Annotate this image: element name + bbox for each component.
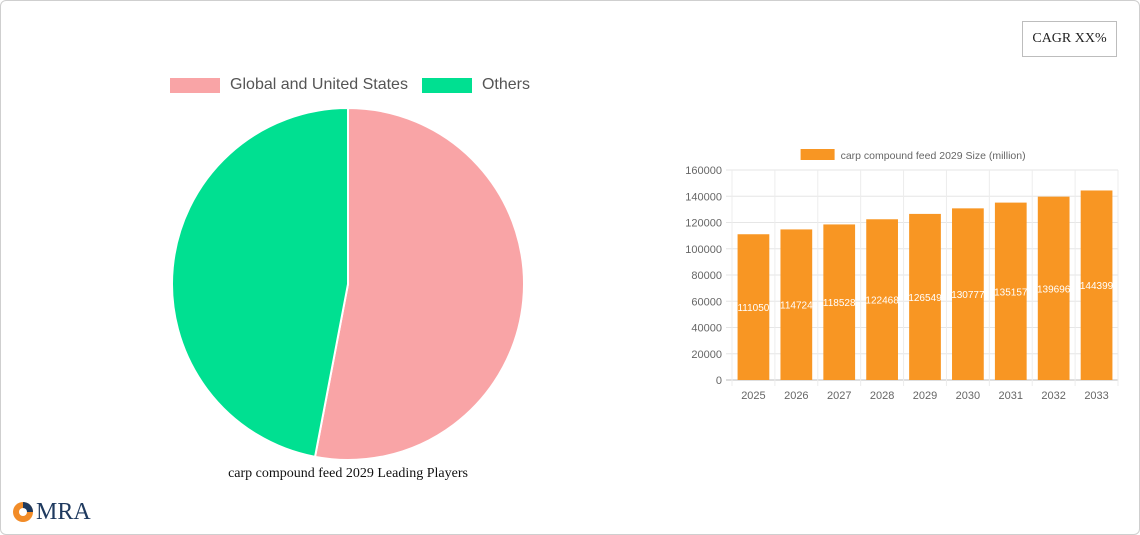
y-tick-label-1: 20000 — [691, 349, 722, 361]
pie-chart-title: carp compound feed 2029 Leading Players — [228, 466, 468, 481]
bar-data-label-2027: 118528 — [823, 298, 856, 309]
bar-2025[interactable] — [737, 234, 770, 380]
pie-legend-item-1[interactable]: Others — [421, 76, 530, 94]
x-tick-label-2029: 2029 — [913, 390, 937, 402]
y-tick-label-4: 80000 — [691, 270, 722, 282]
bar-data-label-2033: 144399 — [1080, 281, 1114, 292]
pie-legend-label-1: Others — [481, 76, 530, 93]
pie-chart — [171, 106, 525, 461]
pie-legend: Global and United States Others — [160, 74, 540, 96]
logo-icon — [13, 502, 33, 522]
cagr-badge: CAGR XX% — [1022, 21, 1117, 57]
bar-2031[interactable] — [994, 202, 1027, 380]
bar-data-label-2032: 139696 — [1037, 284, 1071, 295]
x-tick-label-2025: 2025 — [741, 390, 765, 402]
y-tick-label-5: 100000 — [685, 244, 722, 256]
pie-slice-1[interactable] — [171, 106, 349, 459]
pie-legend-label-0: Global and United States — [230, 76, 408, 93]
pie-legend-swatch-0 — [170, 77, 221, 93]
bar-2032[interactable] — [1037, 196, 1070, 380]
bar-data-label-2031: 135157 — [994, 287, 1028, 298]
cagr-label: CAGR XX% — [1032, 31, 1107, 46]
bar-2027[interactable] — [823, 224, 856, 380]
y-tick-label-8: 160000 — [685, 165, 722, 177]
x-tick-label-2031: 2031 — [999, 390, 1023, 402]
brand-logo: MRA — [12, 500, 91, 524]
bar-data-label-2029: 126549 — [908, 293, 942, 304]
bar-legend-swatch — [800, 149, 835, 160]
logo-text: MRA — [36, 499, 91, 525]
bar-2030[interactable] — [952, 208, 984, 380]
y-tick-label-7: 140000 — [685, 191, 722, 203]
bar-2033[interactable] — [1080, 190, 1113, 380]
bar-data-label-2026: 114724 — [780, 301, 813, 312]
bar-2029[interactable] — [909, 213, 941, 380]
pie-legend-swatch-1 — [421, 77, 472, 93]
pie-legend-item-0[interactable]: Global and United States — [170, 76, 408, 94]
bar-2026[interactable] — [780, 229, 813, 380]
bar-chart: carp compound feed 2029 Size (million) 0 2… — [685, 149, 1119, 402]
bar-legend-label: carp compound feed 2029 Size (million) — [841, 150, 1026, 162]
x-tick-label-2033: 2033 — [1084, 390, 1108, 402]
bar-2028[interactable] — [866, 219, 898, 380]
y-tick-label-2: 40000 — [691, 323, 722, 335]
y-tick-label-0: 0 — [716, 375, 722, 387]
x-tick-label-2030: 2030 — [956, 390, 980, 402]
bar-data-label-2028: 122468 — [865, 296, 899, 307]
x-tick-label-2032: 2032 — [1041, 390, 1065, 402]
bar-data-label-2030: 130777 — [951, 290, 985, 301]
x-tick-label-2027: 2027 — [827, 390, 851, 402]
y-tick-label-6: 120000 — [685, 218, 722, 230]
x-tick-label-2026: 2026 — [784, 390, 808, 402]
x-tick-label-2028: 2028 — [870, 390, 894, 402]
bar-legend[interactable]: carp compound feed 2029 Size (million) — [800, 149, 1026, 162]
pie-slice-0[interactable] — [313, 106, 525, 461]
bar-data-label-2025: 111050 — [737, 303, 769, 314]
y-tick-label-3: 60000 — [691, 296, 722, 308]
